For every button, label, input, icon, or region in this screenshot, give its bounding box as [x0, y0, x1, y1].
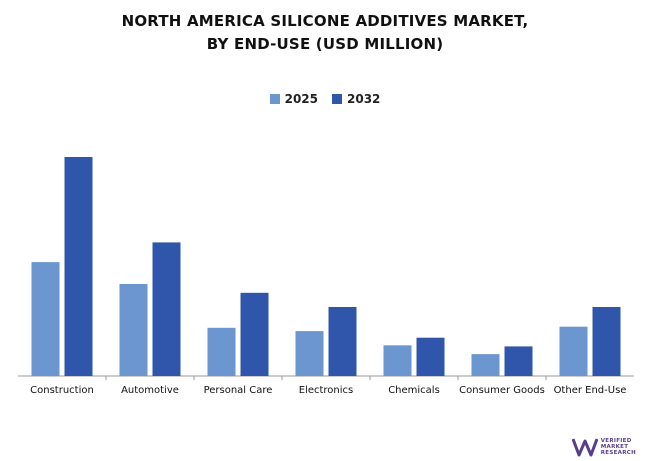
- x-tick-label: Construction: [30, 385, 94, 396]
- legend-item-2032: 2032: [332, 92, 380, 106]
- x-tick-label: Consumer Goods: [459, 385, 545, 396]
- legend-swatch-2032: [332, 94, 342, 104]
- logo-text: VERIFIED MARKET RESEARCH: [601, 438, 636, 456]
- vmr-logo-icon: [571, 438, 598, 457]
- bar-2025-consumer-goods: [471, 354, 500, 376]
- legend-swatch-2025: [269, 94, 280, 104]
- legend-label-2032: 2032: [347, 92, 381, 106]
- bar-2032-electronics: [328, 307, 357, 376]
- bar-2032-consumer-goods: [504, 346, 533, 376]
- bar-2025-construction: [31, 262, 60, 376]
- bar-2032-automotive: [152, 242, 181, 376]
- x-tick-label: Personal Care: [204, 385, 273, 396]
- legend: 2025 2032: [0, 92, 650, 106]
- x-tick-label: Electronics: [299, 385, 354, 396]
- chart-title-line1: NORTH AMERICA SILICONE ADDITIVES MARKET,: [121, 12, 529, 30]
- chart-title: NORTH AMERICA SILICONE ADDITIVES MARKET,…: [0, 10, 650, 56]
- bar-2032-personal-care: [240, 292, 269, 376]
- bar-2032-other-end-use: [592, 307, 621, 376]
- logo: VERIFIED MARKET RESEARCH: [571, 437, 636, 457]
- x-tick-label: Chemicals: [388, 385, 440, 396]
- bar-2025-automotive: [119, 284, 148, 376]
- bar-2025-other-end-use: [559, 326, 588, 376]
- legend-label-2025: 2025: [284, 92, 318, 106]
- bar-2025-electronics: [295, 331, 324, 376]
- bar-2032-construction: [64, 157, 93, 376]
- chart-title-line2: BY END-USE (USD MILLION): [206, 35, 444, 53]
- logo-text-line3: RESEARCH: [600, 450, 636, 456]
- logo-text-line2: MARKET: [600, 444, 629, 450]
- x-tick-label: Other End-Use: [554, 385, 627, 396]
- bar-2025-chemicals: [383, 345, 412, 376]
- legend-item-2025: 2025: [269, 92, 318, 106]
- bar-2032-chemicals: [416, 337, 445, 376]
- bar-2025-personal-care: [207, 327, 236, 376]
- logo-text-line1: VERIFIED: [600, 438, 632, 444]
- x-tick-label: Automotive: [121, 385, 179, 396]
